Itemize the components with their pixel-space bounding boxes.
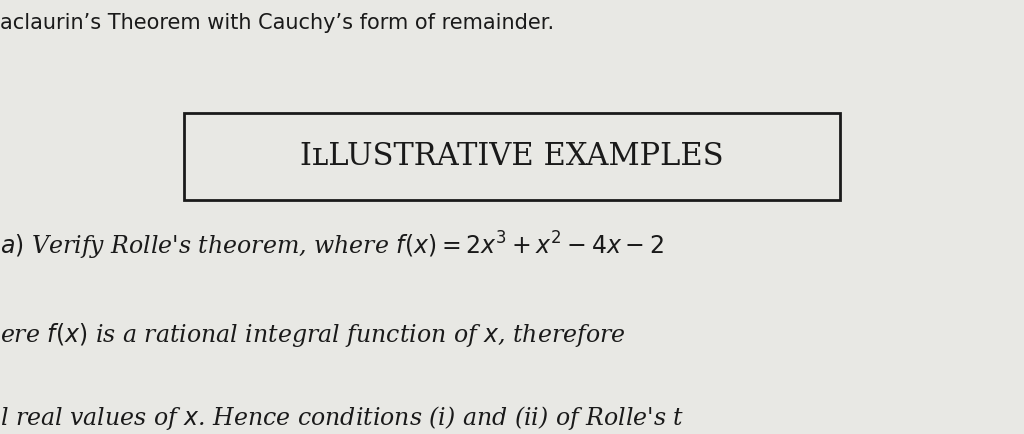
Bar bbox=[184, 113, 840, 200]
Text: l real values of $x$. Hence conditions (i) and (ii) of Rolle's t: l real values of $x$. Hence conditions (… bbox=[0, 404, 684, 432]
Text: ere $f(x)$ is a rational integral function of $x$, therefore: ere $f(x)$ is a rational integral functi… bbox=[0, 321, 626, 349]
Text: IʟLUSTRATIVE EXAMPLES: IʟLUSTRATIVE EXAMPLES bbox=[300, 141, 724, 172]
Text: $a)$ Verify Rolle's theorem, where $f(x) = 2x^3 + x^2 - 4x - 2$: $a)$ Verify Rolle's theorem, where $f(x)… bbox=[0, 230, 664, 262]
Text: aclaurin’s Theorem with Cauchy’s form of remainder.: aclaurin’s Theorem with Cauchy’s form of… bbox=[0, 13, 554, 33]
